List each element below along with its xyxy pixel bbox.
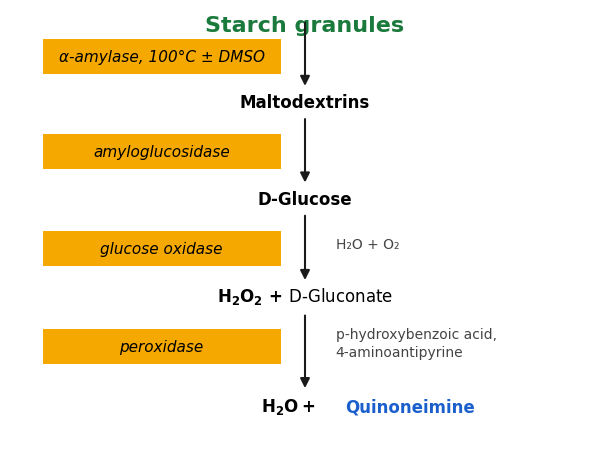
Text: glucose oxidase: glucose oxidase: [101, 241, 223, 256]
FancyBboxPatch shape: [43, 330, 281, 364]
FancyBboxPatch shape: [43, 231, 281, 266]
Text: Quinoneimine: Quinoneimine: [345, 397, 475, 415]
Text: Maltodextrins: Maltodextrins: [240, 94, 370, 112]
Text: +: +: [302, 397, 321, 415]
Text: $\mathbf{H_2O_2}$$\mathbf{\,+\,}$D-Gluconate: $\mathbf{H_2O_2}$$\mathbf{\,+\,}$D-Gluco…: [217, 285, 393, 307]
Text: $\mathbf{H_2O}$: $\mathbf{H_2O}$: [261, 396, 299, 416]
Text: peroxidase: peroxidase: [120, 339, 204, 354]
Text: H₂O + O₂: H₂O + O₂: [336, 237, 399, 251]
Text: D-Glucose: D-Glucose: [257, 190, 353, 209]
Text: amyloglucosidase: amyloglucosidase: [93, 145, 230, 160]
Text: p-hydroxybenzoic acid,
4-aminoantipyrine: p-hydroxybenzoic acid, 4-aminoantipyrine: [336, 327, 497, 359]
Text: Starch granules: Starch granules: [206, 16, 404, 36]
Text: α-amylase, 100°C ± DMSO: α-amylase, 100°C ± DMSO: [59, 50, 265, 65]
FancyBboxPatch shape: [43, 135, 281, 169]
FancyBboxPatch shape: [43, 40, 281, 74]
